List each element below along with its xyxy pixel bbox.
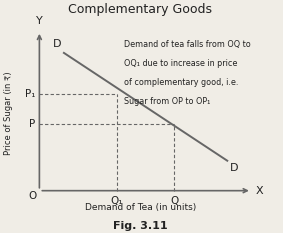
Text: Demand of Tea (in units): Demand of Tea (in units) [85,203,196,212]
Text: of complementary good, i.e.: of complementary good, i.e. [124,78,238,87]
Text: Q₁: Q₁ [111,196,123,206]
Text: O: O [29,191,37,201]
Text: Y: Y [36,16,43,26]
Text: Sugar from OP to OP₁: Sugar from OP to OP₁ [124,97,210,106]
Title: Complementary Goods: Complementary Goods [68,3,212,16]
Text: X: X [256,186,263,196]
Text: P₁: P₁ [25,89,35,99]
Text: D: D [53,39,61,49]
Text: Fig. 3.11: Fig. 3.11 [113,221,168,231]
Text: OQ₁ due to increase in price: OQ₁ due to increase in price [124,59,237,68]
Text: P: P [29,119,35,129]
Text: Demand of tea falls from OQ to: Demand of tea falls from OQ to [124,40,250,49]
Text: Price of Sugar (in ₹): Price of Sugar (in ₹) [4,71,12,155]
Text: Q: Q [170,196,178,206]
Text: D: D [230,163,239,173]
